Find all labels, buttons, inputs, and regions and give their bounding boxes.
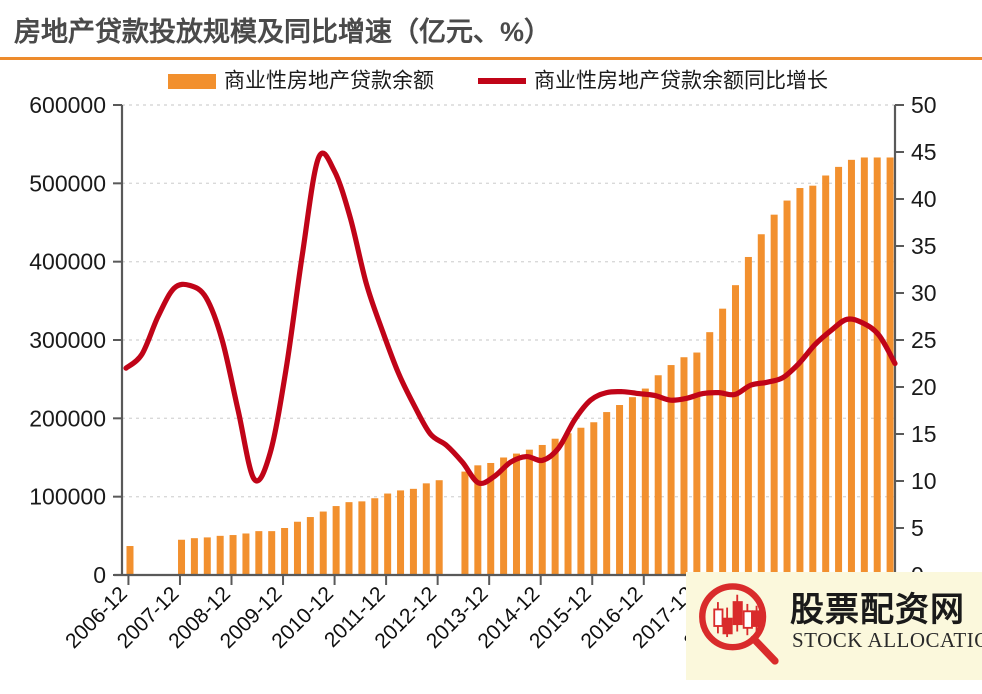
y-left-tick-label: 500000 — [29, 170, 106, 196]
watermark: 股票配资网 STOCK ALLOCATION — [686, 572, 982, 680]
y-left-tick-label: 600000 — [29, 92, 106, 118]
bar — [255, 531, 263, 575]
y-left-tick-label: 0 — [93, 562, 106, 588]
bar — [680, 357, 688, 575]
legend-swatch-bar — [168, 74, 216, 89]
bar — [551, 438, 559, 575]
bar — [500, 457, 508, 575]
bar — [616, 405, 624, 575]
line-series-group — [123, 150, 898, 487]
y-left-tick-label: 300000 — [29, 327, 106, 353]
watermark-en-text: STOCK ALLOCATION — [792, 628, 982, 652]
bar — [178, 539, 186, 575]
title-divider-rule — [0, 57, 982, 60]
bar — [693, 352, 701, 575]
watermark-cn-text: 股票配资网 — [790, 591, 965, 629]
bar — [538, 444, 546, 575]
bar-series-group — [126, 157, 894, 576]
bar — [757, 234, 765, 575]
bar — [461, 471, 469, 575]
bar — [590, 422, 598, 575]
bar — [306, 517, 314, 575]
bar — [809, 185, 817, 575]
x-axis-ticks: 2006-122007-122008-122009-122010-122011-… — [61, 575, 750, 653]
y-axis-left-ticks: 0 100000 200000 300000 400000 500000 600000 — [29, 92, 122, 588]
bar — [641, 388, 649, 575]
bar — [229, 535, 237, 575]
bar — [796, 188, 804, 576]
bar — [281, 528, 289, 575]
y-right-tick-label: 35 — [911, 233, 937, 259]
bar — [873, 157, 881, 575]
bar — [835, 166, 843, 575]
bar — [628, 397, 636, 575]
y-left-tick-label: 100000 — [29, 484, 106, 510]
bar — [332, 506, 340, 575]
bar — [216, 535, 224, 575]
bar — [422, 483, 430, 575]
bar — [126, 546, 134, 575]
bar — [706, 332, 714, 575]
y-right-tick-label: 50 — [911, 92, 937, 118]
trend-line — [123, 150, 898, 487]
chart-legend: 商业性房地产贷款余额 商业性房地产贷款余额同比增长 — [168, 70, 828, 93]
legend-label-line: 商业性房地产贷款余额同比增长 — [534, 70, 828, 93]
magnifier-candlestick-logo-icon — [699, 583, 779, 665]
y-right-tick-label: 5 — [911, 515, 924, 541]
legend-label-bar: 商业性房地产贷款余额 — [224, 70, 434, 93]
bar — [886, 157, 894, 575]
bar — [822, 175, 830, 575]
bar — [525, 449, 533, 575]
bar — [603, 412, 611, 575]
y-left-tick-label: 200000 — [29, 405, 106, 431]
bar — [744, 256, 752, 575]
page-title: 房地产贷款投放规模及同比增速（亿元、%） — [14, 17, 552, 47]
bar — [860, 157, 868, 575]
bar — [409, 488, 417, 575]
y-left-tick-label: 400000 — [29, 249, 106, 275]
y-right-tick-label: 20 — [911, 374, 937, 400]
bar — [242, 533, 250, 575]
bar — [397, 490, 405, 575]
bar — [358, 501, 366, 575]
bar — [268, 531, 276, 575]
bar — [345, 502, 353, 575]
title-bar: 房地产贷款投放规模及同比增速（亿元、%） — [0, 0, 982, 60]
bar — [203, 537, 211, 575]
y-right-tick-label: 25 — [911, 327, 937, 353]
bar — [384, 493, 392, 575]
y-right-tick-label: 15 — [911, 421, 937, 447]
bar — [319, 511, 327, 575]
bar — [783, 200, 791, 576]
y-right-tick-label: 30 — [911, 280, 937, 306]
y-right-tick-label: 10 — [911, 468, 937, 494]
bar — [474, 465, 482, 575]
bar — [435, 480, 443, 575]
bar — [847, 159, 855, 575]
bar — [371, 498, 379, 575]
bar — [654, 375, 662, 575]
bar — [667, 365, 675, 575]
bar — [512, 453, 520, 575]
y-right-tick-label: 40 — [911, 186, 937, 212]
bar — [564, 433, 572, 575]
bar — [293, 521, 301, 575]
gridlines-group — [122, 104, 895, 576]
bar — [719, 308, 727, 575]
bar — [732, 285, 740, 575]
bar — [577, 427, 585, 575]
bar — [770, 214, 778, 575]
bar — [190, 538, 198, 575]
bar — [487, 462, 495, 575]
y-right-tick-label: 45 — [911, 139, 937, 165]
